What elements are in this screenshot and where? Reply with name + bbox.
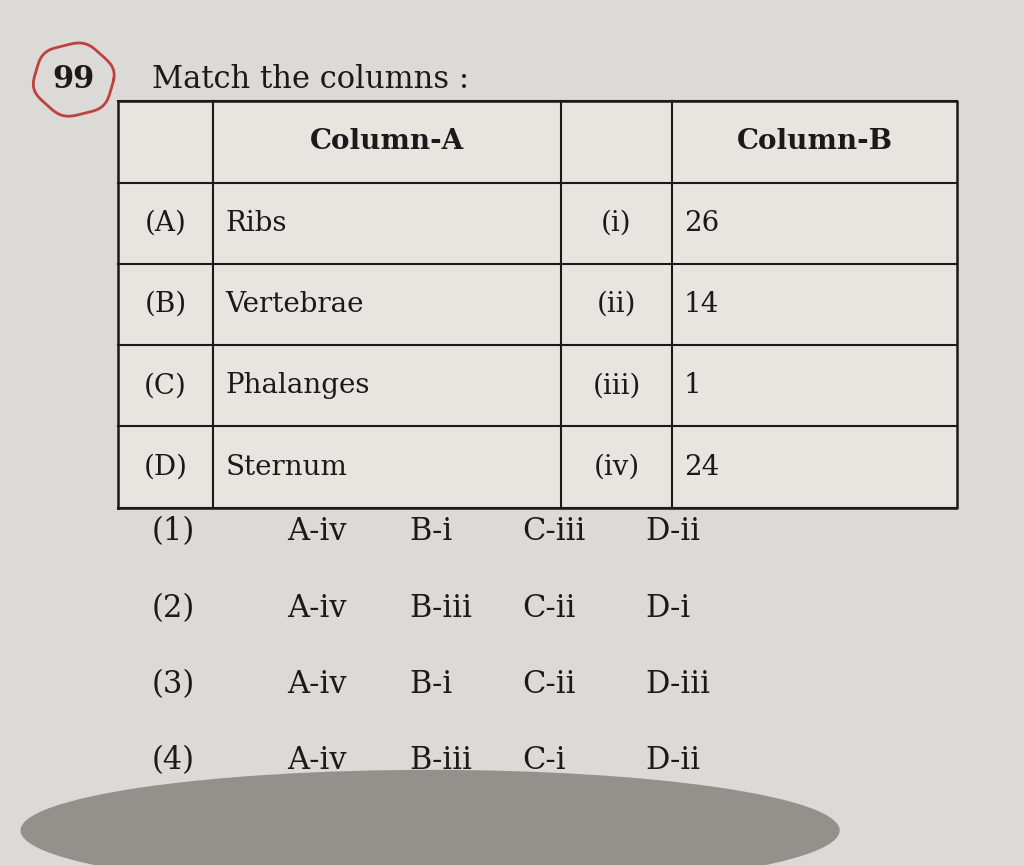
Text: A-iv: A-iv (287, 516, 346, 548)
Text: C-ii: C-ii (522, 669, 575, 700)
Text: B-iii: B-iii (410, 745, 473, 776)
Text: D-ii: D-ii (645, 745, 700, 776)
Text: 26: 26 (684, 209, 719, 237)
Text: (C): (C) (144, 372, 186, 400)
Text: (D): (D) (143, 453, 187, 481)
Text: (B): (B) (144, 291, 186, 318)
Text: (iii): (iii) (592, 372, 641, 400)
Text: A-iv: A-iv (287, 745, 346, 776)
Text: Phalanges: Phalanges (225, 372, 370, 400)
Text: Match the columns :: Match the columns : (152, 64, 469, 95)
Text: C-ii: C-ii (522, 593, 575, 624)
Text: (ii): (ii) (597, 291, 636, 318)
Text: 24: 24 (684, 453, 719, 481)
Text: (A): (A) (144, 209, 186, 237)
Text: 99: 99 (52, 64, 95, 95)
Ellipse shape (20, 770, 840, 865)
Text: Column-A: Column-A (310, 128, 464, 156)
Text: (1): (1) (152, 516, 195, 548)
Text: (i): (i) (601, 209, 632, 237)
Text: Vertebrae: Vertebrae (225, 291, 364, 318)
Text: A-iv: A-iv (287, 593, 346, 624)
Text: Column-B: Column-B (736, 128, 893, 156)
Text: C-iii: C-iii (522, 516, 586, 548)
Text: D-ii: D-ii (645, 516, 700, 548)
Text: 14: 14 (684, 291, 720, 318)
Text: C-i: C-i (522, 745, 566, 776)
Text: B-i: B-i (410, 669, 453, 700)
Text: D-i: D-i (645, 593, 690, 624)
FancyBboxPatch shape (118, 101, 957, 508)
Text: B-i: B-i (410, 516, 453, 548)
Text: Sternum: Sternum (225, 453, 347, 481)
Text: (4): (4) (152, 745, 195, 776)
Text: 1: 1 (684, 372, 701, 400)
Text: (2): (2) (152, 593, 195, 624)
Text: (iv): (iv) (593, 453, 640, 481)
Text: Ribs: Ribs (225, 209, 287, 237)
Text: B-iii: B-iii (410, 593, 473, 624)
Text: (3): (3) (152, 669, 195, 700)
Text: A-iv: A-iv (287, 669, 346, 700)
Text: D-iii: D-iii (645, 669, 710, 700)
